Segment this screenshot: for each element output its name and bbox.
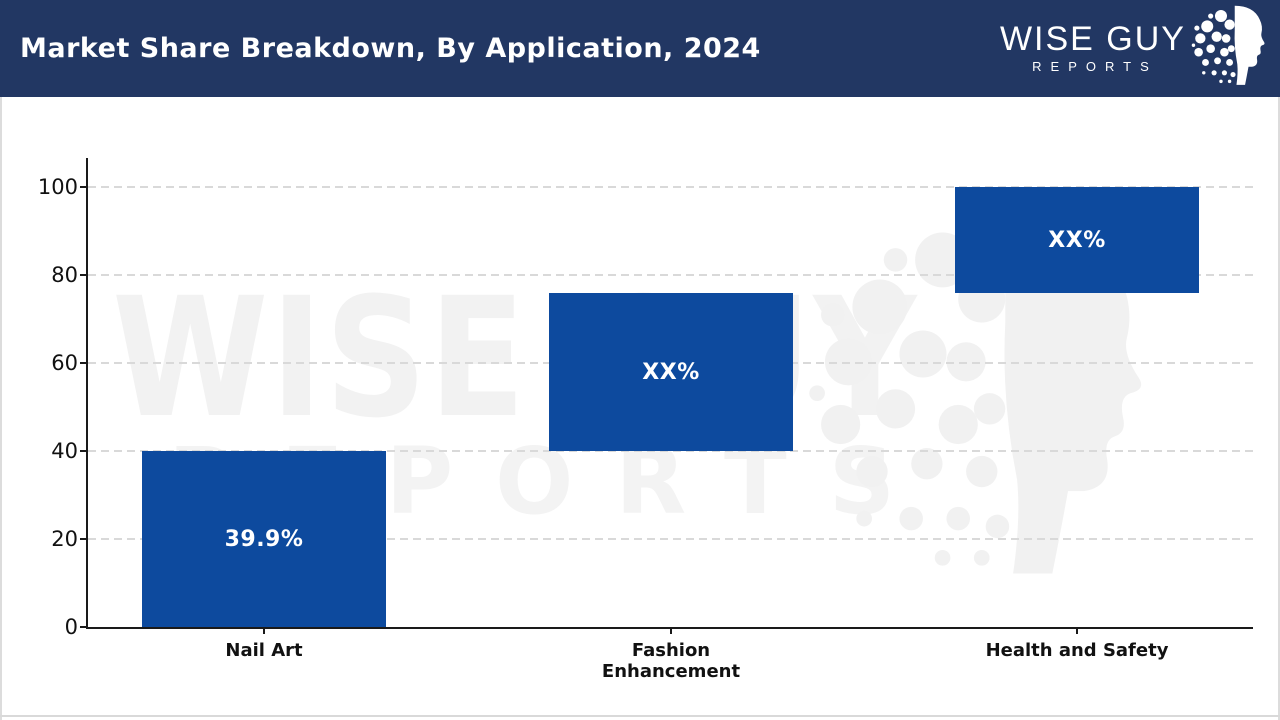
x-tick-label: Health and Safety [985, 640, 1169, 661]
y-tick-label: 20 [51, 527, 78, 551]
bar: XX% [955, 187, 1199, 294]
left-frame-border [0, 97, 2, 720]
y-tick [80, 362, 88, 364]
x-tick [263, 627, 265, 634]
y-axis-line [86, 158, 88, 629]
gridline [88, 274, 1253, 276]
gridline [88, 186, 1253, 188]
y-tick-label: 80 [51, 263, 78, 287]
brand-subtitle: REPORTS [1032, 58, 1158, 74]
bar-value-label: XX% [1048, 227, 1106, 253]
brand-logo: WISE GUY REPORTS [1000, 4, 1266, 90]
right-frame-border [1278, 97, 1280, 720]
x-tick-label: Nail Art [225, 640, 303, 661]
x-axis-line [86, 627, 1253, 629]
gridline [88, 538, 1253, 540]
y-tick [80, 274, 88, 276]
y-tick-label: 0 [64, 615, 78, 639]
dotted-head-icon [1191, 5, 1265, 85]
y-tick [80, 450, 88, 452]
bar-value-label: XX% [642, 359, 700, 385]
bar: XX% [549, 293, 793, 452]
bar-value-label: 39.9% [224, 526, 304, 552]
x-tick [670, 627, 672, 634]
y-tick [80, 538, 88, 540]
y-tick-label: 60 [51, 351, 78, 375]
brand-name: WISE GUY [999, 19, 1186, 58]
brand-logo-text: WISE GUY REPORTS [1000, 21, 1186, 74]
y-tick-label: 100 [37, 175, 78, 199]
y-tick [80, 626, 88, 628]
page-title: Market Share Breakdown, By Application, … [20, 33, 761, 64]
bar: 39.9% [142, 451, 386, 627]
header-bar: Market Share Breakdown, By Application, … [0, 0, 1280, 97]
y-tick-label: 40 [51, 439, 78, 463]
x-tick [1076, 627, 1078, 634]
y-tick [80, 186, 88, 188]
bottom-frame-border [0, 715, 1280, 717]
x-tick-label: Fashion Enhancement [601, 640, 741, 682]
